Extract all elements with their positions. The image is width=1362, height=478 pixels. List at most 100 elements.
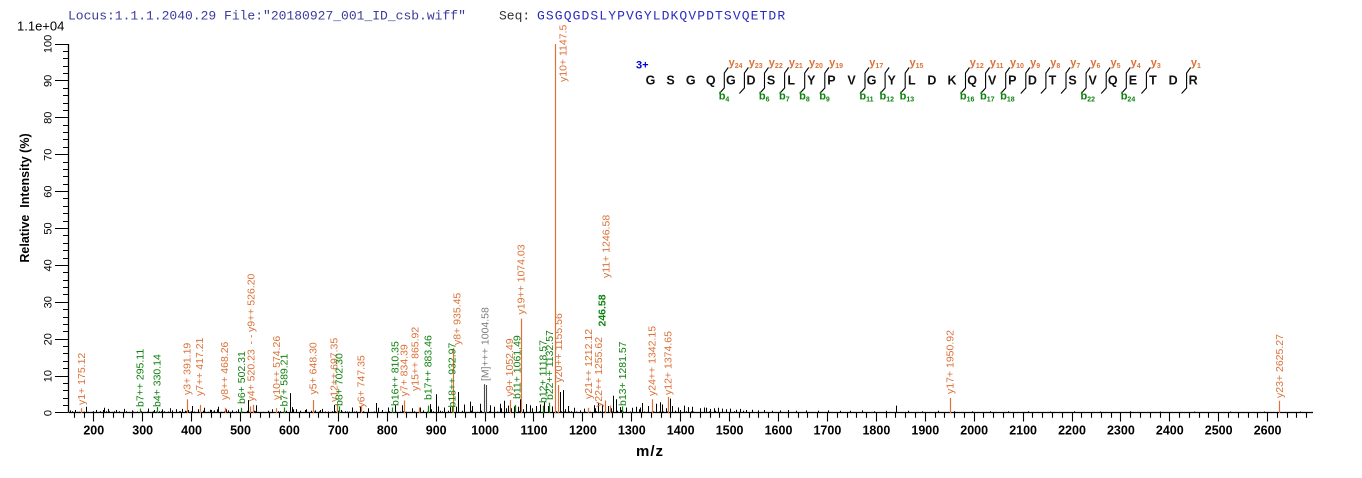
svg-text:y19++ 1074.03: y19++ 1074.03 (516, 244, 528, 314)
svg-text:2400: 2400 (1156, 423, 1184, 437)
svg-text:y7+ 834.39: y7+ 834.39 (398, 344, 410, 396)
svg-text:b6+ 502.31: b6+ 502.31 (236, 351, 248, 404)
svg-text:y20++ 1155.56: y20++ 1155.56 (553, 313, 565, 382)
svg-text:1100: 1100 (520, 423, 547, 437)
svg-text:y3: y3 (1151, 57, 1161, 70)
svg-text:D: D (1028, 74, 1037, 88)
svg-text:246.58: 246.58 (597, 294, 609, 326)
svg-text:y10++ 574.26: y10++ 574.26 (271, 336, 283, 400)
svg-text:1700: 1700 (813, 423, 841, 437)
svg-text:500: 500 (230, 423, 251, 437)
svg-text:y5+ 648.30: y5+ 648.30 (307, 342, 319, 394)
svg-text:80: 80 (43, 112, 55, 124)
svg-text:E: E (1129, 74, 1137, 88)
svg-text:b18++ 932.97: b18++ 932.97 (447, 343, 459, 408)
svg-text:b8: b8 (799, 91, 810, 104)
svg-text:S: S (1068, 74, 1076, 88)
svg-text:20: 20 (43, 333, 55, 345)
svg-text:y1: y1 (1191, 57, 1201, 70)
svg-text:100: 100 (43, 35, 55, 53)
svg-text:2500: 2500 (1205, 423, 1233, 437)
svg-text:b11+ 1061.49: b11+ 1061.49 (512, 335, 524, 399)
svg-text:300: 300 (132, 423, 153, 437)
svg-text:1600: 1600 (765, 423, 793, 437)
svg-text:G: G (726, 74, 736, 88)
svg-text:y23+ 2625.27: y23+ 2625.27 (1274, 334, 1286, 398)
svg-text:b22++ 1132.57: b22++ 1132.57 (544, 330, 556, 400)
svg-text:y4+ 520.23: y4+ 520.23 (246, 349, 258, 401)
svg-text:30: 30 (43, 296, 55, 308)
svg-text:b7: b7 (779, 91, 790, 104)
svg-text:2100: 2100 (1009, 423, 1037, 437)
svg-text:y15++ 865.92: y15++ 865.92 (410, 327, 422, 391)
svg-text:400: 400 (181, 423, 202, 437)
svg-text:y8: y8 (1050, 57, 1060, 70)
svg-text:y12++ 697.35: y12++ 697.35 (328, 338, 340, 402)
svg-text:D: D (927, 74, 936, 88)
svg-text:b17++ 883.46: b17++ 883.46 (422, 335, 434, 400)
svg-text:y4: y4 (1131, 57, 1141, 70)
svg-text:y21++ 1212.12: y21++ 1212.12 (583, 329, 595, 399)
svg-text:Locus:1.1.1.2040.29 File:"2018: Locus:1.1.1.2040.29 File:"20180927_001_I… (68, 9, 466, 24)
svg-text:800: 800 (377, 423, 398, 437)
svg-text:b13+ 1281.57: b13+ 1281.57 (617, 341, 629, 406)
svg-text:D: D (1169, 74, 1178, 88)
svg-text:y8+ 935.45: y8+ 935.45 (452, 293, 464, 345)
svg-text:2000: 2000 (960, 423, 988, 437)
svg-text:[M]+++ 1004.58: [M]+++ 1004.58 (479, 307, 491, 381)
svg-text:b4+ 330.14: b4+ 330.14 (152, 354, 164, 407)
svg-text:K: K (947, 74, 956, 88)
svg-text:Y: Y (807, 74, 816, 88)
svg-text:y1+ 175.12: y1+ 175.12 (76, 353, 88, 405)
svg-text:T: T (1049, 74, 1057, 88)
svg-text:V: V (847, 74, 856, 88)
svg-text:b12+ 1118.57: b12+ 1118.57 (537, 340, 549, 403)
svg-text:b7++ 295.11: b7++ 295.11 (135, 349, 147, 407)
svg-text:y7++ 417.21: y7++ 417.21 (194, 337, 206, 396)
svg-text:- -: - - (246, 334, 258, 344)
svg-text:S: S (767, 74, 775, 88)
svg-text:y10+ 1147.55: y10+ 1147.55 (558, 19, 570, 82)
svg-text:b7+ 589.21: b7+ 589.21 (278, 353, 290, 406)
svg-text:1900: 1900 (911, 423, 939, 437)
svg-text:y6+ 747.35: y6+ 747.35 (356, 355, 368, 407)
svg-text:y24++ 1342.15: y24++ 1342.15 (647, 326, 659, 396)
svg-text:70: 70 (43, 149, 55, 161)
svg-text:1400: 1400 (667, 423, 695, 437)
svg-text:b4: b4 (719, 91, 730, 104)
svg-text:y22++ 1255.62: y22++ 1255.62 (593, 337, 605, 407)
svg-text:y7: y7 (1070, 57, 1080, 70)
svg-text:L: L (787, 74, 795, 88)
svg-text:0: 0 (43, 410, 55, 416)
svg-text:Q: Q (706, 74, 716, 88)
svg-text:G: G (646, 74, 656, 88)
svg-text:Relative Intensity (%): Relative Intensity (%) (18, 133, 32, 262)
svg-text:G: G (686, 74, 696, 88)
svg-text:Q: Q (1108, 74, 1118, 88)
svg-text:b9: b9 (819, 91, 830, 104)
svg-text:3+: 3+ (636, 60, 649, 72)
svg-text:b6: b6 (759, 91, 770, 104)
svg-text:600: 600 (279, 423, 300, 437)
svg-text:y3+ 391.19: y3+ 391.19 (182, 343, 194, 395)
svg-text:D: D (746, 74, 755, 88)
svg-text:Q: Q (967, 74, 977, 88)
svg-text:y12+ 1374.65: y12+ 1374.65 (663, 331, 675, 395)
svg-text:y11+ 1246.58: y11+ 1246.58 (601, 215, 613, 278)
svg-text:90: 90 (43, 75, 55, 87)
svg-text:2200: 2200 (1058, 423, 1086, 437)
svg-text:b8+ 702.30: b8+ 702.30 (334, 353, 346, 406)
svg-text:m/z: m/z (636, 443, 664, 460)
svg-text:y6: y6 (1090, 57, 1100, 70)
svg-text:P: P (1008, 74, 1016, 88)
svg-text:y5: y5 (1111, 57, 1121, 70)
svg-text:1500: 1500 (716, 423, 744, 437)
svg-text:40: 40 (43, 259, 55, 271)
svg-text:y9: y9 (1030, 57, 1040, 70)
svg-text:2600: 2600 (1254, 423, 1282, 437)
svg-text:GSGQGDSLYPVGYLDKQVPDTSVQETDR: GSGQGDSLYPVGYLDKQVPDTSVQETDR (537, 9, 786, 24)
svg-text:T: T (1149, 74, 1157, 88)
svg-text:1200: 1200 (569, 423, 597, 437)
svg-text:V: V (1089, 74, 1098, 88)
svg-text:2300: 2300 (1107, 423, 1135, 437)
